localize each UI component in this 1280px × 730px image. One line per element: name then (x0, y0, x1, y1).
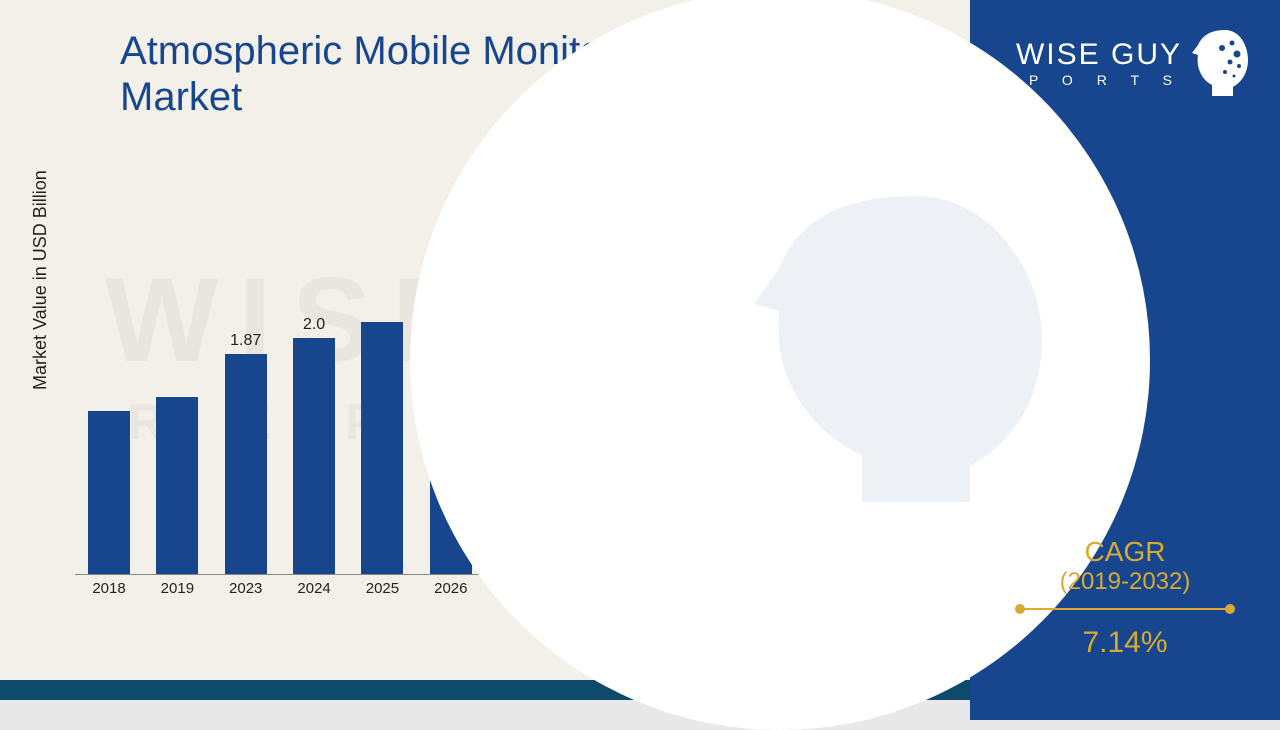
x-axis-label: 2023 (217, 580, 275, 597)
bar-value-label: 2.0 (303, 316, 325, 334)
bar-group (148, 375, 206, 574)
bar-group: 1.87 (217, 332, 275, 574)
bar-group: 2.0 (285, 316, 343, 574)
x-axis-label: 2018 (80, 580, 138, 597)
logo-main-text: WISE GUY (962, 38, 1182, 72)
bar-value-label: 1.87 (230, 332, 261, 350)
bar (361, 322, 403, 574)
x-axis-label: 2025 (353, 580, 411, 597)
y-axis-label: Market Value in USD Billion (30, 170, 51, 390)
logo-head-icon (1190, 28, 1250, 98)
cagr-title: CAGR (1010, 536, 1240, 568)
brand-logo: WISE GUY R E P O R T S (962, 28, 1250, 98)
cagr-block: CAGR (2019-2032) 7.14% (1010, 536, 1240, 660)
logo-sub-text: R E P O R T S (962, 72, 1182, 88)
cagr-divider-line (1020, 608, 1230, 610)
bar-group (80, 389, 138, 574)
bar (293, 338, 335, 574)
circle-watermark-head-icon (700, 160, 1060, 520)
x-axis-label: 2026 (422, 580, 480, 597)
x-axis-label: 2019 (148, 580, 206, 597)
bar (225, 354, 267, 574)
bar (156, 397, 198, 574)
cagr-value: 7.14% (1010, 626, 1240, 660)
bar-group (353, 300, 411, 574)
logo-text: WISE GUY R E P O R T S (962, 38, 1182, 88)
cagr-period: (2019-2032) (1010, 568, 1240, 596)
bar (88, 411, 130, 574)
x-axis-label: 2024 (285, 580, 343, 597)
